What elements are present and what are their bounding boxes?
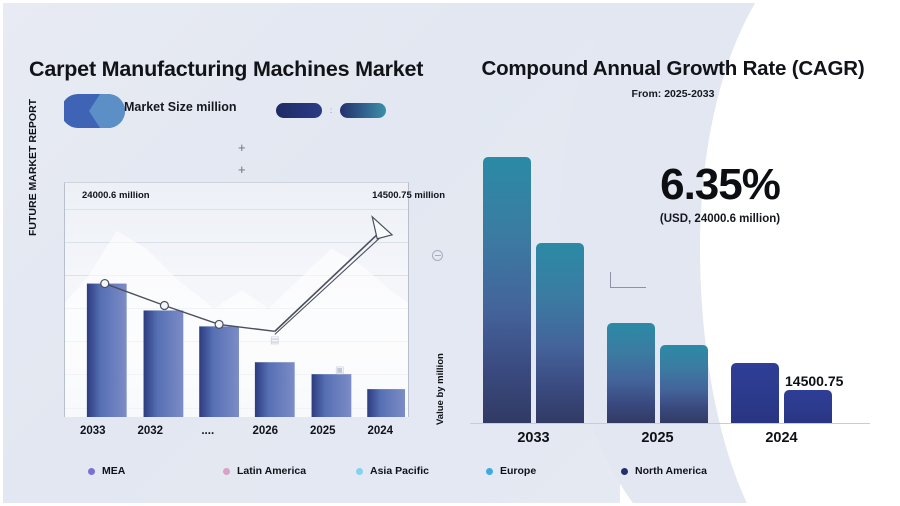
legend-dot-icon bbox=[88, 467, 95, 475]
chart-legend: MEA Latin America Asia Pacific Europe No… bbox=[88, 465, 707, 477]
plus-icon: + bbox=[238, 140, 246, 155]
right-panel-subtitle: From: 2025-2033 bbox=[631, 88, 715, 100]
legend-dot-icon bbox=[356, 467, 363, 475]
right-x-tick-label: 2025 bbox=[641, 430, 674, 446]
legend-dot-icon bbox=[223, 467, 230, 475]
left-panel-title: Carpet Manufacturing Machines Market bbox=[29, 57, 424, 81]
plus-icon: + bbox=[238, 162, 246, 177]
legend-item-asia-pacific[interactable]: Asia Pacific bbox=[356, 465, 486, 477]
left-chart-x-axis-labels: 2033 2032 .... 2026 2025 2024 bbox=[64, 425, 409, 437]
right-chart-data-label: 14500.75 bbox=[785, 373, 844, 389]
minus-circle-icon bbox=[432, 250, 443, 261]
right-panel-title: Compound Annual Growth Rate (CAGR) bbox=[481, 57, 865, 80]
x-tick-label: 2024 bbox=[367, 425, 394, 437]
left-chart-plot-area: ▤ ▣ bbox=[64, 182, 409, 417]
left-chart-bars bbox=[86, 283, 406, 417]
legend-dot-icon bbox=[621, 467, 628, 475]
hexagon-split-icon bbox=[64, 94, 125, 128]
right-bar-2025-secondary bbox=[660, 345, 708, 423]
right-x-tick-label: 2024 bbox=[765, 430, 798, 446]
arrow-head-icon bbox=[371, 215, 394, 240]
legend-label: Asia Pacific bbox=[370, 465, 429, 477]
left-chart-value-label-start: 24000.6 million bbox=[82, 190, 150, 201]
x-tick-label: 2025 bbox=[309, 425, 336, 437]
left-chart-y-axis-label-right: Value by million bbox=[435, 353, 446, 425]
cagr-note: (USD, 24000.6 million) bbox=[659, 213, 781, 225]
pill-series-2 bbox=[340, 103, 387, 118]
x-tick-label: .... bbox=[201, 425, 215, 437]
faint-doc-icon: ▤ bbox=[270, 335, 280, 346]
faint-box-icon: ▣ bbox=[335, 365, 345, 376]
right-bar-2033-primary bbox=[483, 157, 531, 423]
left-chart-y-axis-label: FUTURE MARKET REPORT bbox=[27, 98, 39, 236]
x-tick-label: 2033 bbox=[79, 425, 106, 437]
right-x-tick-label: 2033 bbox=[517, 430, 550, 446]
left-chart-trend-line bbox=[100, 215, 394, 335]
legend-label: Europe bbox=[500, 465, 537, 477]
bracket-decoration bbox=[610, 272, 646, 288]
legend-item-latin-america[interactable]: Latin America bbox=[223, 465, 356, 477]
logo-label: Market Size million bbox=[124, 100, 237, 114]
legend-item-north-america[interactable]: North America bbox=[621, 465, 707, 477]
x-tick-label: 2026 bbox=[252, 425, 279, 437]
legend-label: MEA bbox=[102, 465, 126, 477]
legend-label: Latin America bbox=[237, 465, 307, 477]
legend-item-mea[interactable]: MEA bbox=[88, 465, 223, 477]
cagr-value: 6.35% bbox=[660, 160, 781, 209]
x-tick-label: 2032 bbox=[137, 425, 164, 437]
pill-separator: : bbox=[330, 106, 333, 115]
right-bar-2025-primary bbox=[607, 323, 655, 423]
right-bar-2024-secondary bbox=[784, 390, 832, 423]
left-chart-value-label-end: 14500.75 million bbox=[372, 190, 445, 201]
pill-series-1 bbox=[276, 103, 322, 118]
legend-label: North America bbox=[635, 465, 707, 477]
right-bar-2024-primary bbox=[731, 363, 779, 423]
right-chart-baseline bbox=[470, 423, 870, 424]
right-bar-2033-secondary bbox=[536, 243, 584, 423]
legend-pills: : bbox=[276, 103, 387, 118]
legend-item-europe[interactable]: Europe bbox=[486, 465, 621, 477]
plus-decoration-marks: + + bbox=[238, 141, 246, 176]
legend-dot-icon bbox=[486, 467, 493, 475]
